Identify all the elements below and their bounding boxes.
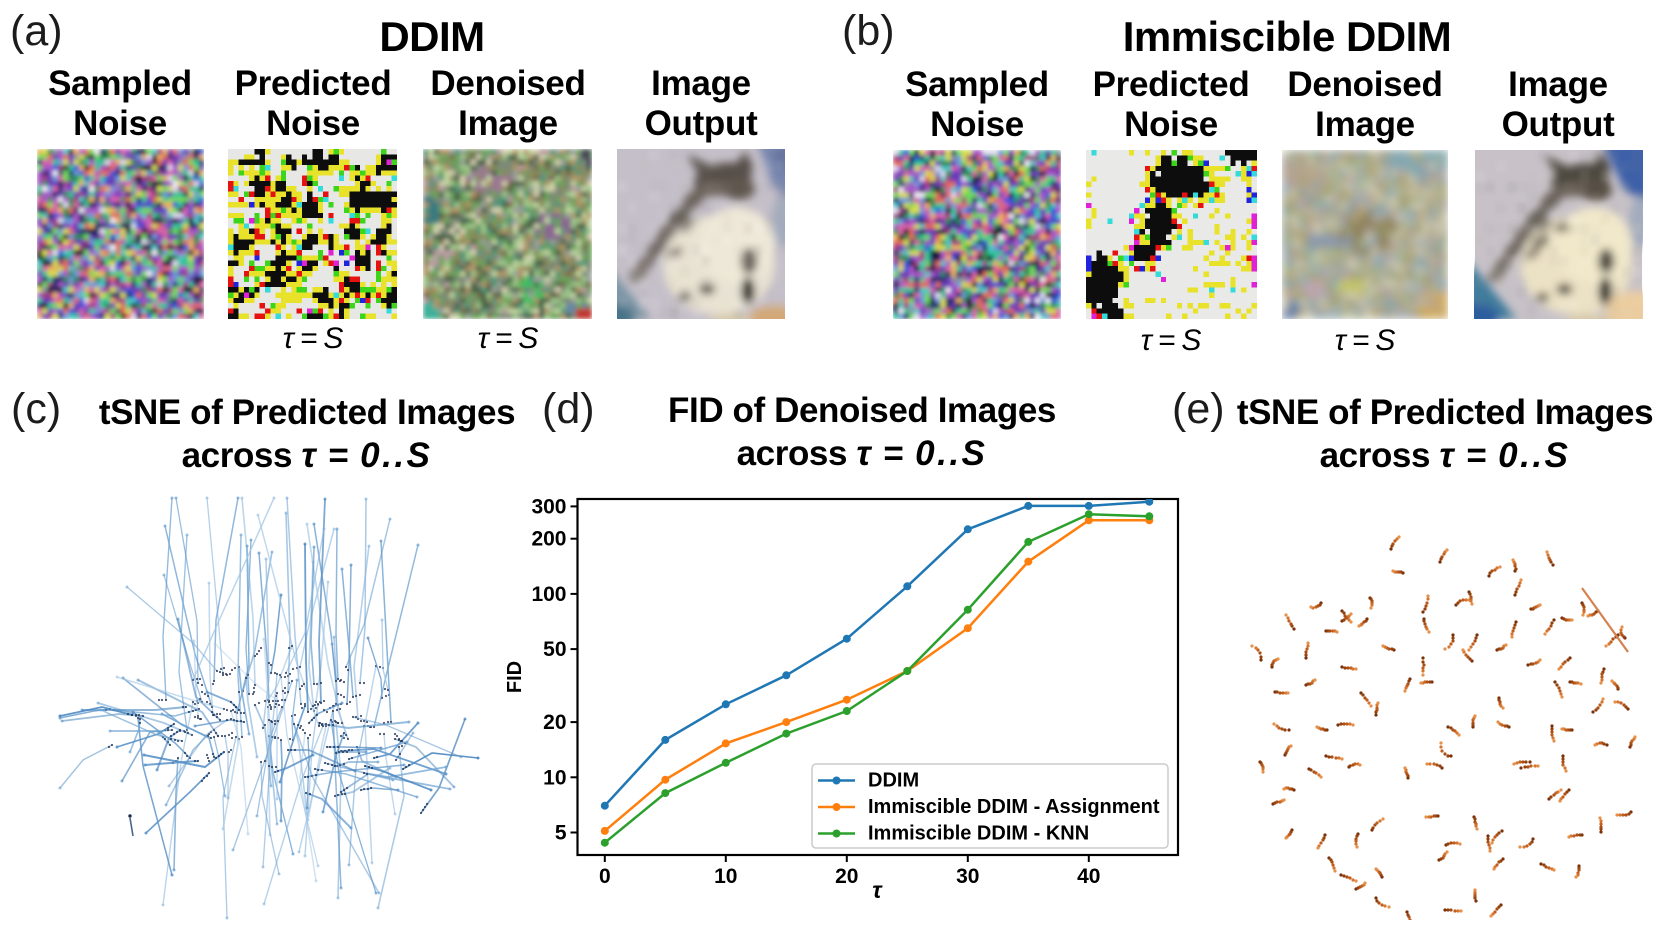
svg-text:20: 20 xyxy=(543,711,566,734)
svg-text:100: 100 xyxy=(531,583,566,606)
svg-text:DDIM: DDIM xyxy=(868,770,919,792)
svg-text:20: 20 xyxy=(835,865,858,888)
svg-text:5: 5 xyxy=(555,822,567,845)
svg-text:10: 10 xyxy=(543,766,566,789)
svg-text:Immiscible DDIM - Assignment: Immiscible DDIM - Assignment xyxy=(868,796,1160,818)
svg-text:FID: FID xyxy=(504,661,526,693)
svg-text:τ: τ xyxy=(872,877,883,903)
svg-text:10: 10 xyxy=(714,865,737,888)
svg-text:Immiscible DDIM - KNN: Immiscible DDIM - KNN xyxy=(868,823,1089,845)
svg-text:50: 50 xyxy=(543,638,566,661)
svg-text:30: 30 xyxy=(956,865,979,888)
svg-text:0: 0 xyxy=(599,865,611,888)
svg-text:200: 200 xyxy=(531,528,566,551)
svg-text:40: 40 xyxy=(1077,865,1100,888)
svg-text:300: 300 xyxy=(531,495,566,518)
